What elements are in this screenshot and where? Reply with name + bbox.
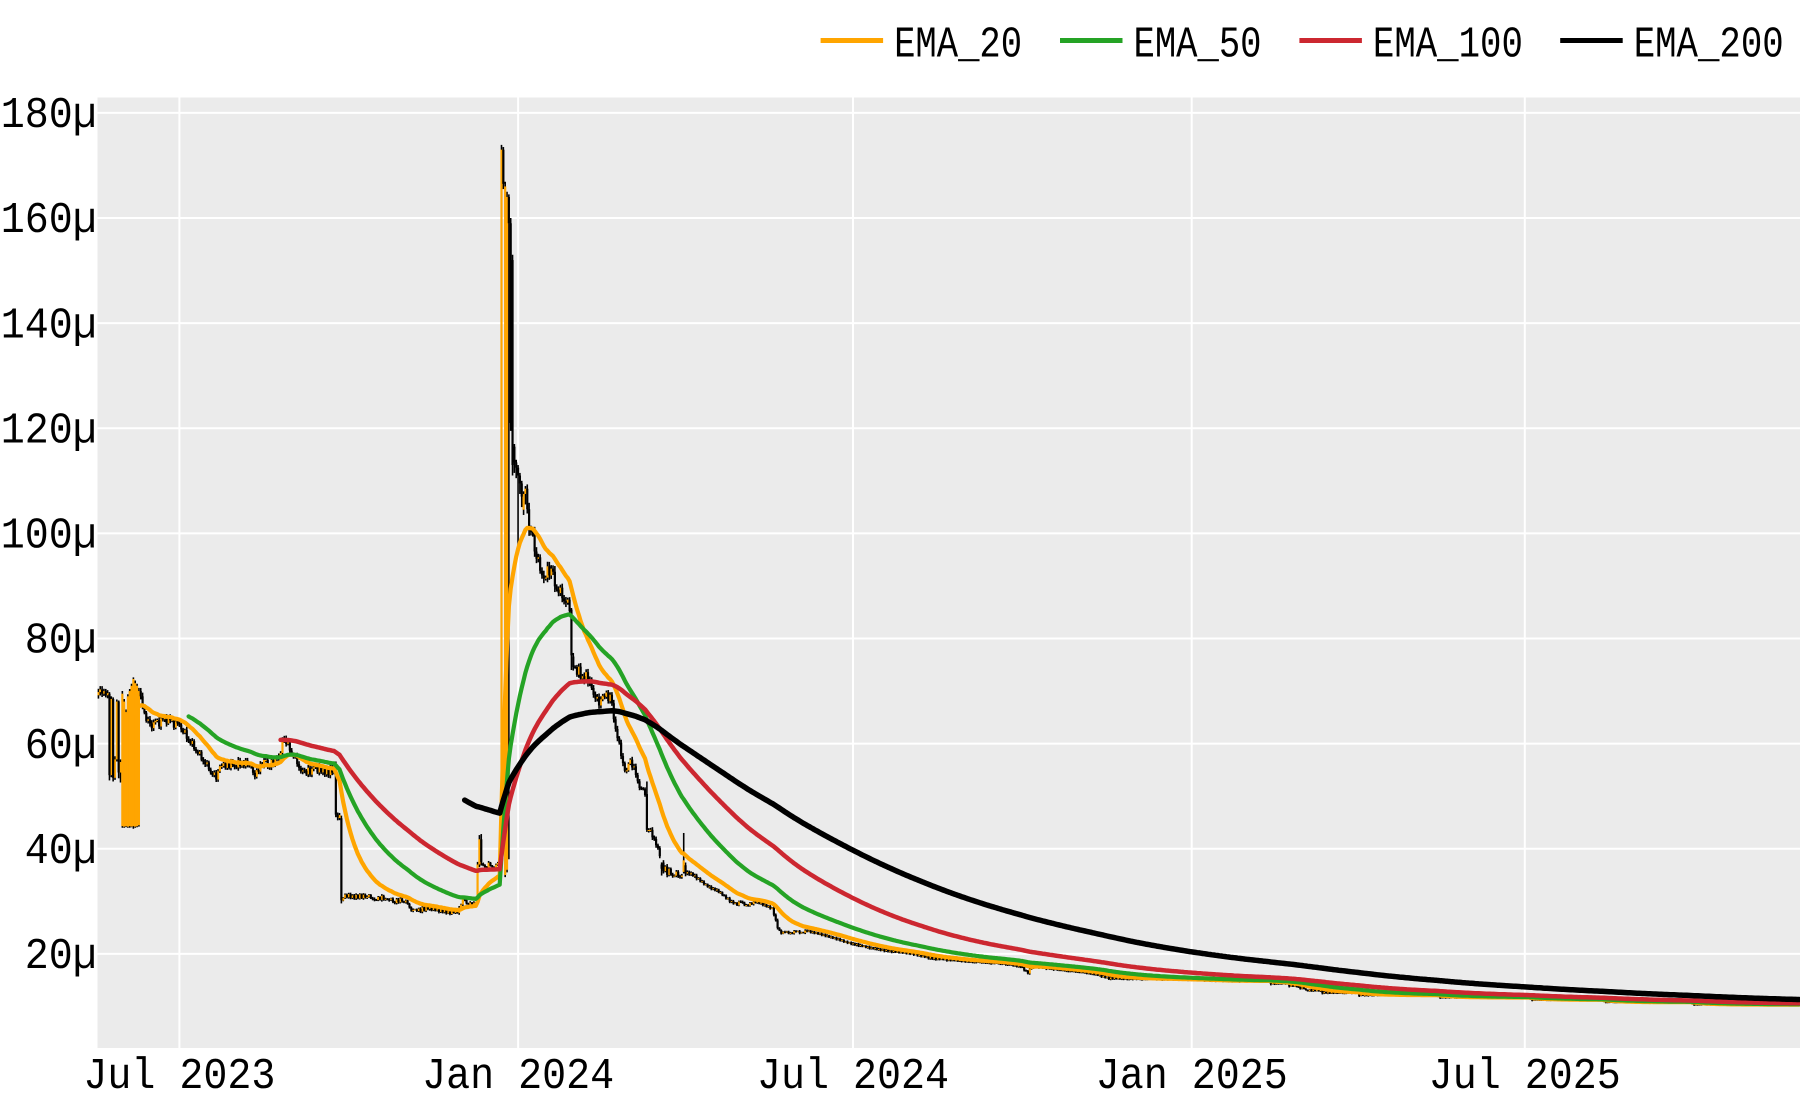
svg-text:40µ: 40µ <box>25 827 97 877</box>
svg-text:Jul 2024: Jul 2024 <box>757 1052 949 1100</box>
svg-text:Jan 2025: Jan 2025 <box>1096 1052 1288 1100</box>
svg-text:EMA_100: EMA_100 <box>1373 21 1523 71</box>
svg-text:EMA_50: EMA_50 <box>1134 21 1262 71</box>
svg-text:20µ: 20µ <box>25 932 97 982</box>
svg-text:180µ: 180µ <box>1 91 97 141</box>
svg-text:120µ: 120µ <box>1 406 97 456</box>
svg-text:60µ: 60µ <box>25 722 97 772</box>
svg-text:Jan 2024: Jan 2024 <box>422 1052 614 1100</box>
svg-text:Jul 2025: Jul 2025 <box>1429 1052 1621 1100</box>
svg-text:EMA_200: EMA_200 <box>1634 21 1784 71</box>
svg-text:EMA_20: EMA_20 <box>894 21 1022 71</box>
svg-text:140µ: 140µ <box>1 301 97 351</box>
svg-text:100µ: 100µ <box>1 512 97 562</box>
svg-text:160µ: 160µ <box>1 196 97 246</box>
svg-text:Jul 2023: Jul 2023 <box>83 1052 275 1100</box>
svg-text:80µ: 80µ <box>25 617 97 667</box>
